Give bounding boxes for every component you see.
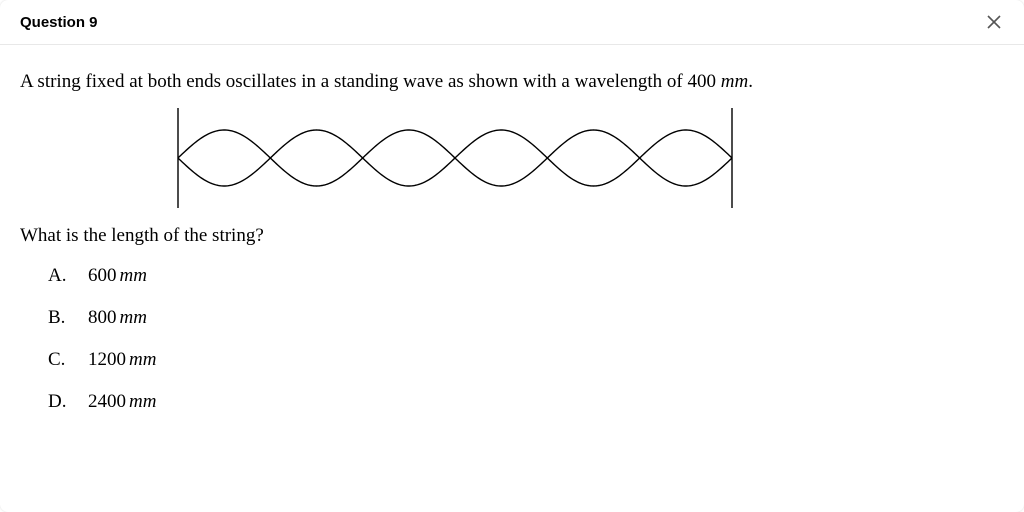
- close-button[interactable]: [984, 12, 1004, 32]
- answer-option[interactable]: B.800mm: [48, 307, 1004, 329]
- option-label: A.: [48, 265, 88, 287]
- standing-wave-diagram: [170, 103, 1004, 213]
- card-header: Question 9: [0, 0, 1024, 45]
- question-number: Question 9: [20, 14, 98, 31]
- option-value: 800mm: [88, 307, 147, 329]
- sub-question: What is the length of the string?: [20, 225, 1004, 247]
- wavelength-unit: mm: [721, 71, 748, 92]
- answer-option[interactable]: C.1200mm: [48, 349, 1004, 371]
- option-label: C.: [48, 349, 88, 371]
- option-value: 1200mm: [88, 349, 156, 371]
- answer-options: A.600mmB.800mmC.1200mmD.2400mm: [20, 265, 1004, 413]
- question-stem: A string fixed at both ends oscillates i…: [20, 71, 1004, 93]
- option-label: D.: [48, 391, 88, 413]
- answer-option[interactable]: D.2400mm: [48, 391, 1004, 413]
- question-stem-after: .: [748, 71, 753, 92]
- close-icon: [986, 14, 1002, 30]
- option-value: 600mm: [88, 265, 147, 287]
- card-content: A string fixed at both ends oscillates i…: [0, 45, 1024, 453]
- option-value: 2400mm: [88, 391, 156, 413]
- question-card: Question 9 A string fixed at both ends o…: [0, 0, 1024, 512]
- answer-option[interactable]: A.600mm: [48, 265, 1004, 287]
- wave-svg: [170, 103, 740, 213]
- option-label: B.: [48, 307, 88, 329]
- question-stem-text: A string fixed at both ends oscillates i…: [20, 71, 688, 92]
- wavelength-value: 400: [688, 71, 717, 92]
